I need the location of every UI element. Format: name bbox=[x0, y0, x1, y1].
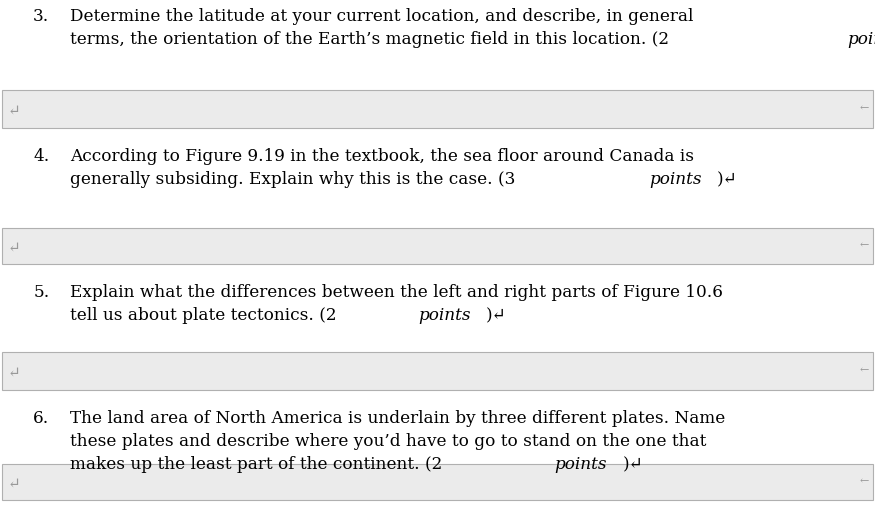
Text: ←: ← bbox=[859, 240, 869, 251]
Text: ↵: ↵ bbox=[8, 240, 21, 254]
Text: makes up the least part of the continent. (2: makes up the least part of the continent… bbox=[70, 456, 445, 473]
Text: Determine the latitude at your current location, and describe, in general: Determine the latitude at your current l… bbox=[70, 8, 693, 25]
Text: According to Figure 9.19 in the textbook, the sea floor around Canada is: According to Figure 9.19 in the textbook… bbox=[70, 148, 694, 165]
Bar bbox=[2, 90, 873, 128]
Text: ↵: ↵ bbox=[8, 365, 21, 379]
Text: points: points bbox=[418, 307, 471, 324]
Text: 5.: 5. bbox=[33, 284, 50, 301]
Text: )↵: )↵ bbox=[486, 307, 507, 324]
Text: terms, the orientation of the Earth’s magnetic field in this location. (2: terms, the orientation of the Earth’s ma… bbox=[70, 31, 672, 48]
Text: tell us about plate tectonics. (2: tell us about plate tectonics. (2 bbox=[70, 307, 340, 324]
Text: points: points bbox=[649, 171, 702, 188]
Text: points: points bbox=[847, 31, 875, 48]
Text: ←: ← bbox=[859, 365, 869, 375]
Text: points: points bbox=[555, 456, 607, 473]
Text: generally subsiding. Explain why this is the case. (3: generally subsiding. Explain why this is… bbox=[70, 171, 519, 188]
Text: ←: ← bbox=[859, 477, 869, 487]
Bar bbox=[2, 352, 873, 390]
Bar bbox=[2, 228, 873, 264]
Text: ↵: ↵ bbox=[8, 477, 21, 491]
Text: Explain what the differences between the left and right parts of Figure 10.6: Explain what the differences between the… bbox=[70, 284, 723, 301]
Text: ←: ← bbox=[859, 103, 869, 114]
Text: 6.: 6. bbox=[33, 410, 50, 427]
Text: 3.: 3. bbox=[33, 8, 50, 25]
Bar bbox=[2, 464, 873, 500]
Text: The land area of North America is underlain by three different plates. Name: The land area of North America is underl… bbox=[70, 410, 725, 427]
Text: )↵: )↵ bbox=[717, 171, 738, 188]
Text: these plates and describe where you’d have to go to stand on the one that: these plates and describe where you’d ha… bbox=[70, 433, 706, 450]
Text: )↵: )↵ bbox=[622, 456, 643, 473]
Text: ↵: ↵ bbox=[8, 103, 21, 117]
Text: 4.: 4. bbox=[33, 148, 50, 165]
